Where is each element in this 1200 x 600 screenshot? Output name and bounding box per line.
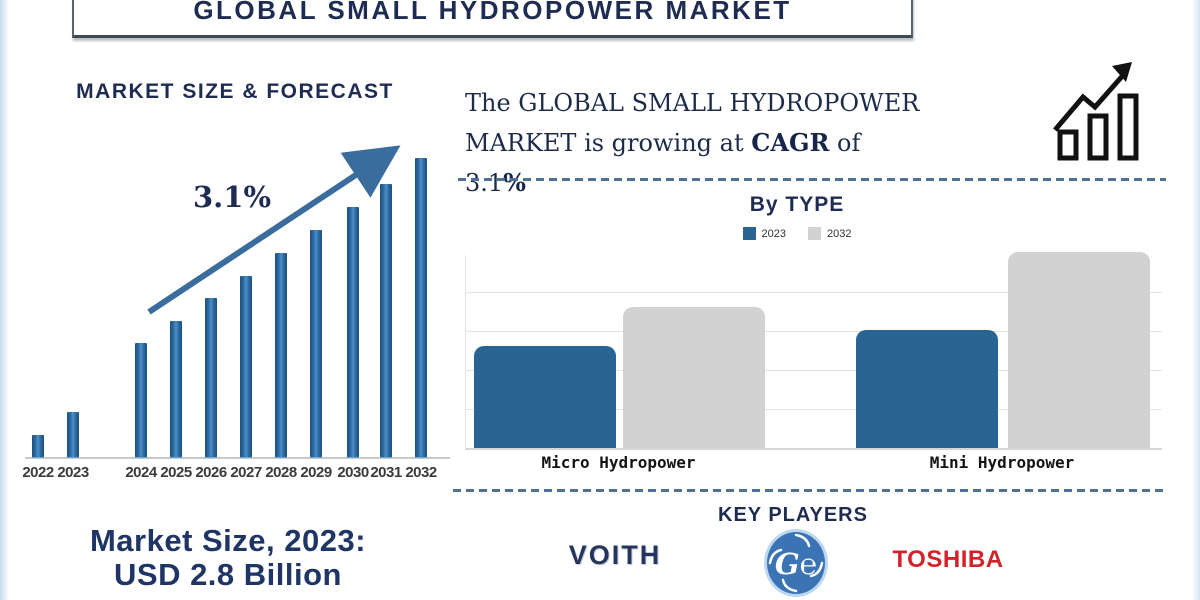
cagr-statement-bold-cagr: CAGR bbox=[751, 128, 830, 157]
keyplayers-section-heading: KEY PLAYERS bbox=[718, 504, 868, 526]
bytype-section-heading: By TYPE bbox=[749, 193, 845, 216]
cagr-statement: The GLOBAL SMALL HYDROPOWER MARKET is gr… bbox=[465, 84, 925, 203]
forecast-bar-2031 bbox=[380, 184, 392, 458]
page-left-edge-strip bbox=[0, 0, 9, 600]
forecast-bar-2022 bbox=[32, 435, 44, 458]
legend-item-2032: 2032 bbox=[808, 227, 851, 240]
forecast-bar-2024 bbox=[135, 343, 147, 458]
forecast-year-label-2026: 2026 bbox=[195, 464, 227, 481]
forecast-year-label-2022: 2022 bbox=[22, 464, 54, 481]
forecast-year-label-2029: 2029 bbox=[300, 464, 332, 481]
title-banner: GLOBAL SMALL HYDROPOWER MARKET bbox=[72, 0, 913, 38]
market-size-2023-value: Market Size, 2023: USD 2.8 Billion bbox=[28, 524, 428, 592]
legend-swatch-2032-icon bbox=[808, 227, 821, 240]
cagr-statement-part1: The GLOBAL SMALL HYDROPOWER MARKET is gr… bbox=[465, 89, 920, 157]
forecast-bar-2026 bbox=[205, 298, 217, 458]
cagr-percentage-label: 3.1% bbox=[193, 180, 272, 214]
forecast-bar-2030 bbox=[347, 207, 359, 458]
trend-arrow-icon bbox=[147, 145, 401, 315]
forecast-bar-2023 bbox=[67, 412, 79, 458]
svg-text:G℮: G℮ bbox=[775, 547, 817, 581]
forecast-year-label-2023: 2023 bbox=[57, 464, 89, 481]
market-size-line1: Market Size, 2023: bbox=[89, 523, 367, 558]
growth-chart-icon bbox=[1053, 62, 1139, 161]
dashed-divider-top bbox=[458, 178, 1166, 181]
legend-item-2023: 2023 bbox=[742, 227, 786, 240]
forecast-year-label-2028: 2028 bbox=[265, 464, 297, 481]
market-size-line2: USD 2.8 Billion bbox=[114, 557, 342, 592]
cagr-statement-part2: of 3.1 bbox=[465, 129, 861, 197]
page-title: GLOBAL SMALL HYDROPOWER MARKET bbox=[193, 0, 792, 25]
forecast-bar-2025 bbox=[170, 321, 182, 458]
key-player-voith: VOITH bbox=[568, 540, 662, 570]
forecast-year-label-2025: 2025 bbox=[160, 464, 192, 481]
key-player-toshiba: TOSHIBA bbox=[892, 546, 1004, 573]
forecast-section-heading: MARKET SIZE & FORECAST bbox=[76, 80, 394, 103]
forecast-year-label-2027: 2027 bbox=[230, 464, 262, 481]
cagr-statement-bold-percent: % bbox=[503, 168, 526, 197]
bytype-bar-2023-mini-hydropower bbox=[856, 330, 998, 448]
forecast-bar-2032 bbox=[415, 158, 427, 458]
legend-swatch-2023-icon bbox=[742, 227, 756, 240]
ge-logo: G℮ bbox=[764, 529, 828, 597]
forecast-bar-2029 bbox=[310, 230, 322, 458]
legend-label-2032: 2032 bbox=[827, 227, 852, 240]
bytype-plot-area bbox=[465, 252, 1162, 450]
forecast-year-label-2024: 2024 bbox=[125, 464, 157, 481]
bytype-category-label-micro-hydropower: Micro Hydropower bbox=[541, 453, 696, 472]
bytype-bar-2032-mini-hydropower bbox=[1008, 252, 1150, 448]
bytype-grouped-bar-chart: Micro Hydropower Mini Hydropower bbox=[465, 252, 1162, 472]
forecast-year-label-2032: 2032 bbox=[405, 464, 437, 481]
forecast-bar-2028 bbox=[275, 253, 287, 458]
page-right-edge-strip bbox=[1192, 0, 1200, 600]
forecast-year-label-2031: 2031 bbox=[370, 464, 402, 481]
bytype-category-label-mini-hydropower: Mini Hydropower bbox=[929, 453, 1075, 472]
forecast-bar-chart: 2022 2023 2024 2025 2026 2027 2028 2029 2030 2031… bbox=[20, 140, 455, 490]
bytype-legend: 2023 2032 bbox=[647, 227, 947, 240]
forecast-x-axis-line bbox=[25, 457, 450, 459]
bytype-bar-2032-micro-hydropower bbox=[623, 307, 765, 448]
dashed-divider-bottom bbox=[453, 489, 1166, 492]
bytype-bar-2023-micro-hydropower bbox=[474, 346, 616, 448]
forecast-year-label-2030: 2030 bbox=[337, 464, 369, 481]
legend-label-2023: 2023 bbox=[761, 227, 786, 240]
forecast-bar-2027 bbox=[240, 276, 252, 458]
